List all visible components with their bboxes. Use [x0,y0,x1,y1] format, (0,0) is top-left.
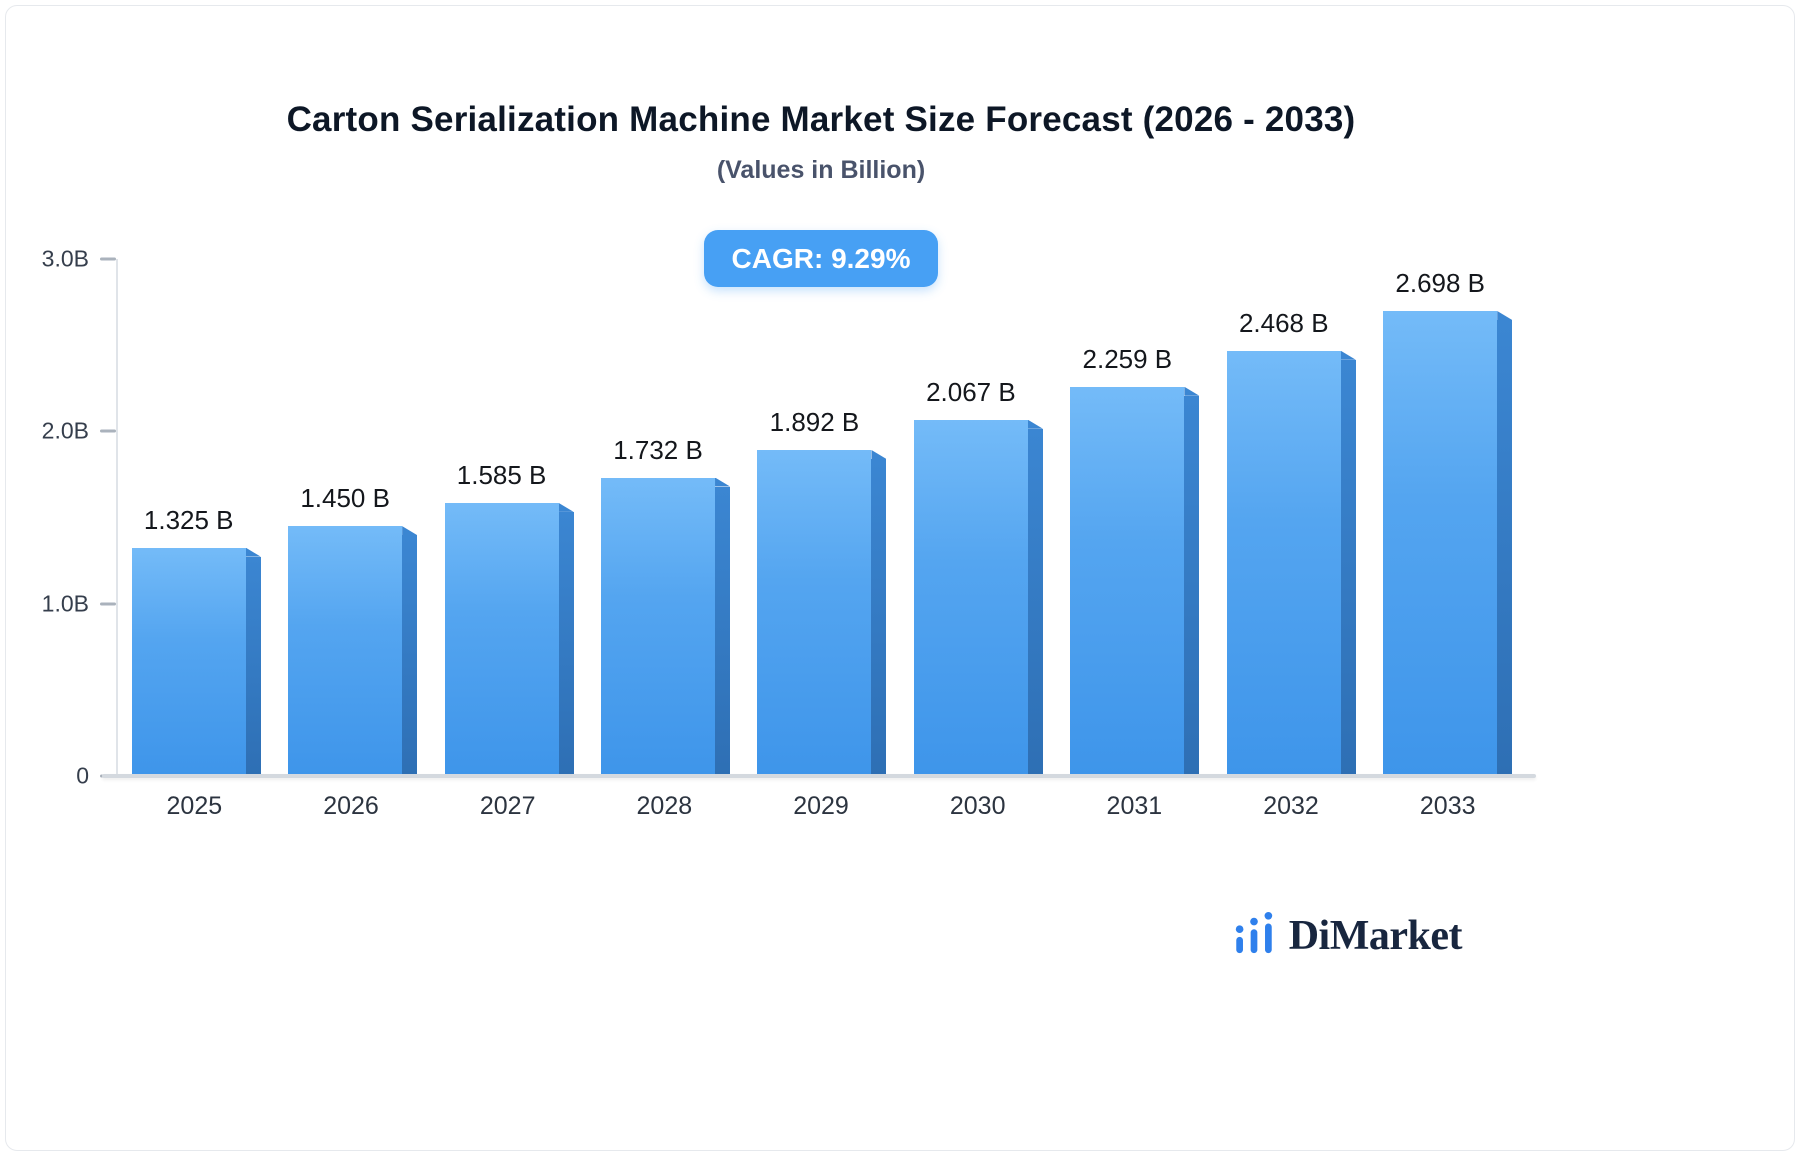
bar-value-label: 1.325 B [143,504,234,535]
bar-side-face [1340,359,1356,776]
bar-top-bevel [1340,350,1356,360]
bar-front-face [601,477,716,776]
bar-2033: 2.698 B [1383,268,1513,776]
bar-front-face [1226,350,1341,776]
bar-slot: 1.892 B [744,259,900,776]
bar-value-label: 2.698 B [1395,268,1486,299]
y-axis: 3.0B 2.0B 1.0B 0 [14,246,116,789]
y-axis-label: 0 [76,762,89,789]
y-axis-tick: 2.0B [14,418,116,445]
x-axis-labels: 2025 2026 2027 2028 2029 2030 2031 2032 2033 [116,792,1526,821]
x-axis-label-2031: 2031 [1106,792,1163,820]
bar-front-face [1383,311,1498,776]
x-axis-label-2029: 2029 [793,792,849,820]
bar-top-bevel [558,502,574,512]
bar-side-face [245,556,261,776]
bar-side-face [1027,428,1043,776]
bar-value-label: 2.259 B [1082,343,1173,374]
bar-top-bevel [715,477,731,487]
x-axis-label-2028: 2028 [636,792,693,820]
bar-front-face [913,419,1028,776]
y-axis-tick: 3.0B [14,246,116,273]
chart-frame: Carton Serialization Machine Market Size… [5,5,1795,1151]
bar-front-face [1070,386,1185,776]
x-axis-line [102,774,1536,778]
bar-slot: 1.585 B [431,259,587,776]
x-axis-label-2027: 2027 [479,792,536,820]
bar-top-bevel [1497,311,1513,321]
bar-side-face [871,458,887,776]
bar-slot: 1.325 B [118,259,274,776]
bar-value-label: 1.892 B [769,406,860,437]
brand-name: DiMarket [1288,913,1463,959]
bar-2030: 2.067 B [913,377,1043,776]
y-tick-mark [100,257,116,261]
bar-2032: 2.468 B [1226,308,1356,776]
cagr-badge: CAGR: 9.29% [703,230,939,287]
bar-slot: 2.067 B [900,259,1056,776]
bars-container: 1.325 B 1.450 B 1.585 B 1.732 B 1.892 B 2.067… [118,259,1526,776]
bar-slot: 2.698 B [1370,259,1526,776]
bar-front-face [131,547,246,776]
bar-top-bevel [402,526,418,536]
bar-2029: 1.892 B [757,407,887,776]
bar-value-label: 1.585 B [456,459,547,490]
bar-side-face [1184,395,1200,776]
x-axis-label-2025: 2025 [166,792,223,820]
bar-top-bevel [245,547,261,557]
bar-front-face [444,502,559,776]
bar-2026: 1.450 B [288,483,418,776]
bar-slot: 1.450 B [274,259,430,776]
cagr-badge-row: CAGR: 9.29% [116,230,1526,287]
bar-slot: 1.732 B [587,259,743,776]
y-axis-label: 1.0B [41,590,89,617]
y-axis-label: 2.0B [41,417,89,444]
bar-value-label: 2.067 B [926,376,1016,407]
bar-2027: 1.585 B [444,460,574,776]
bar-front-face [288,526,403,776]
bar-chart-icon [1235,911,1272,954]
bar-top-bevel [1027,419,1043,429]
bar-2031: 2.259 B [1070,344,1200,776]
y-axis-label: 3.0B [41,245,89,272]
bar-top-bevel [1184,386,1200,396]
bar-side-face [402,535,418,776]
bar-value-label: 1.450 B [300,483,390,514]
x-axis-label-2026: 2026 [323,792,379,820]
y-tick-mark [100,429,116,433]
bar-front-face [757,449,872,776]
bar-slot: 2.259 B [1057,259,1213,776]
bar-value-label: 1.732 B [613,434,703,465]
plot-area: 1.325 B 1.450 B 1.585 B 1.732 B 1.892 B 2.067… [116,259,1526,776]
bar-side-face [1497,320,1513,776]
x-axis-label-2030: 2030 [949,792,1006,820]
bar-side-face [715,486,731,776]
x-axis-label-2033: 2033 [1419,792,1476,820]
bar-top-bevel [871,449,887,459]
brand-logo: DiMarket [1231,911,1463,959]
bar-2028: 1.732 B [601,435,731,776]
y-tick-mark [100,602,116,606]
bar-slot: 2.468 B [1213,259,1369,776]
x-axis-label-2032: 2032 [1263,792,1319,820]
bar-2025: 1.325 B [131,505,261,776]
y-axis-tick: 1.0B [14,590,116,617]
chart-subtitle: (Values in Billion) [716,156,926,184]
y-axis-tick: 0 [14,763,116,790]
chart-title: Carton Serialization Machine Market Size… [286,100,1356,139]
bar-value-label: 2.468 B [1238,307,1329,338]
bar-side-face [558,511,574,776]
